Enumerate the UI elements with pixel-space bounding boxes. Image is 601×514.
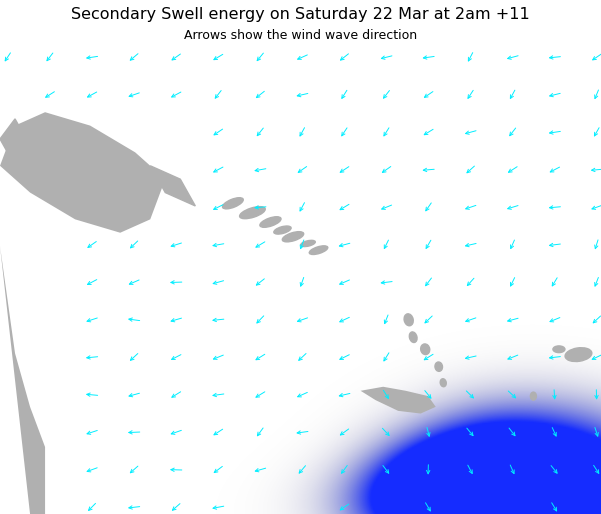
Polygon shape [0, 112, 165, 233]
Ellipse shape [435, 362, 442, 371]
Ellipse shape [531, 392, 537, 400]
Ellipse shape [310, 246, 328, 254]
Polygon shape [0, 119, 22, 152]
Text: Arrows show the wind wave direction: Arrows show the wind wave direction [184, 29, 417, 42]
Polygon shape [0, 246, 45, 514]
Ellipse shape [440, 379, 447, 387]
Ellipse shape [274, 226, 291, 234]
Ellipse shape [565, 347, 592, 361]
Polygon shape [150, 166, 195, 206]
Ellipse shape [222, 198, 243, 209]
Ellipse shape [553, 346, 565, 353]
Ellipse shape [300, 241, 316, 247]
Ellipse shape [421, 344, 430, 355]
Ellipse shape [282, 232, 304, 242]
Ellipse shape [240, 207, 265, 218]
Ellipse shape [409, 332, 417, 342]
Text: Secondary Swell energy on Saturday 22 Mar at 2am +11: Secondary Swell energy on Saturday 22 Ma… [71, 7, 530, 22]
Ellipse shape [260, 217, 281, 227]
Polygon shape [361, 387, 436, 414]
Ellipse shape [404, 314, 413, 326]
